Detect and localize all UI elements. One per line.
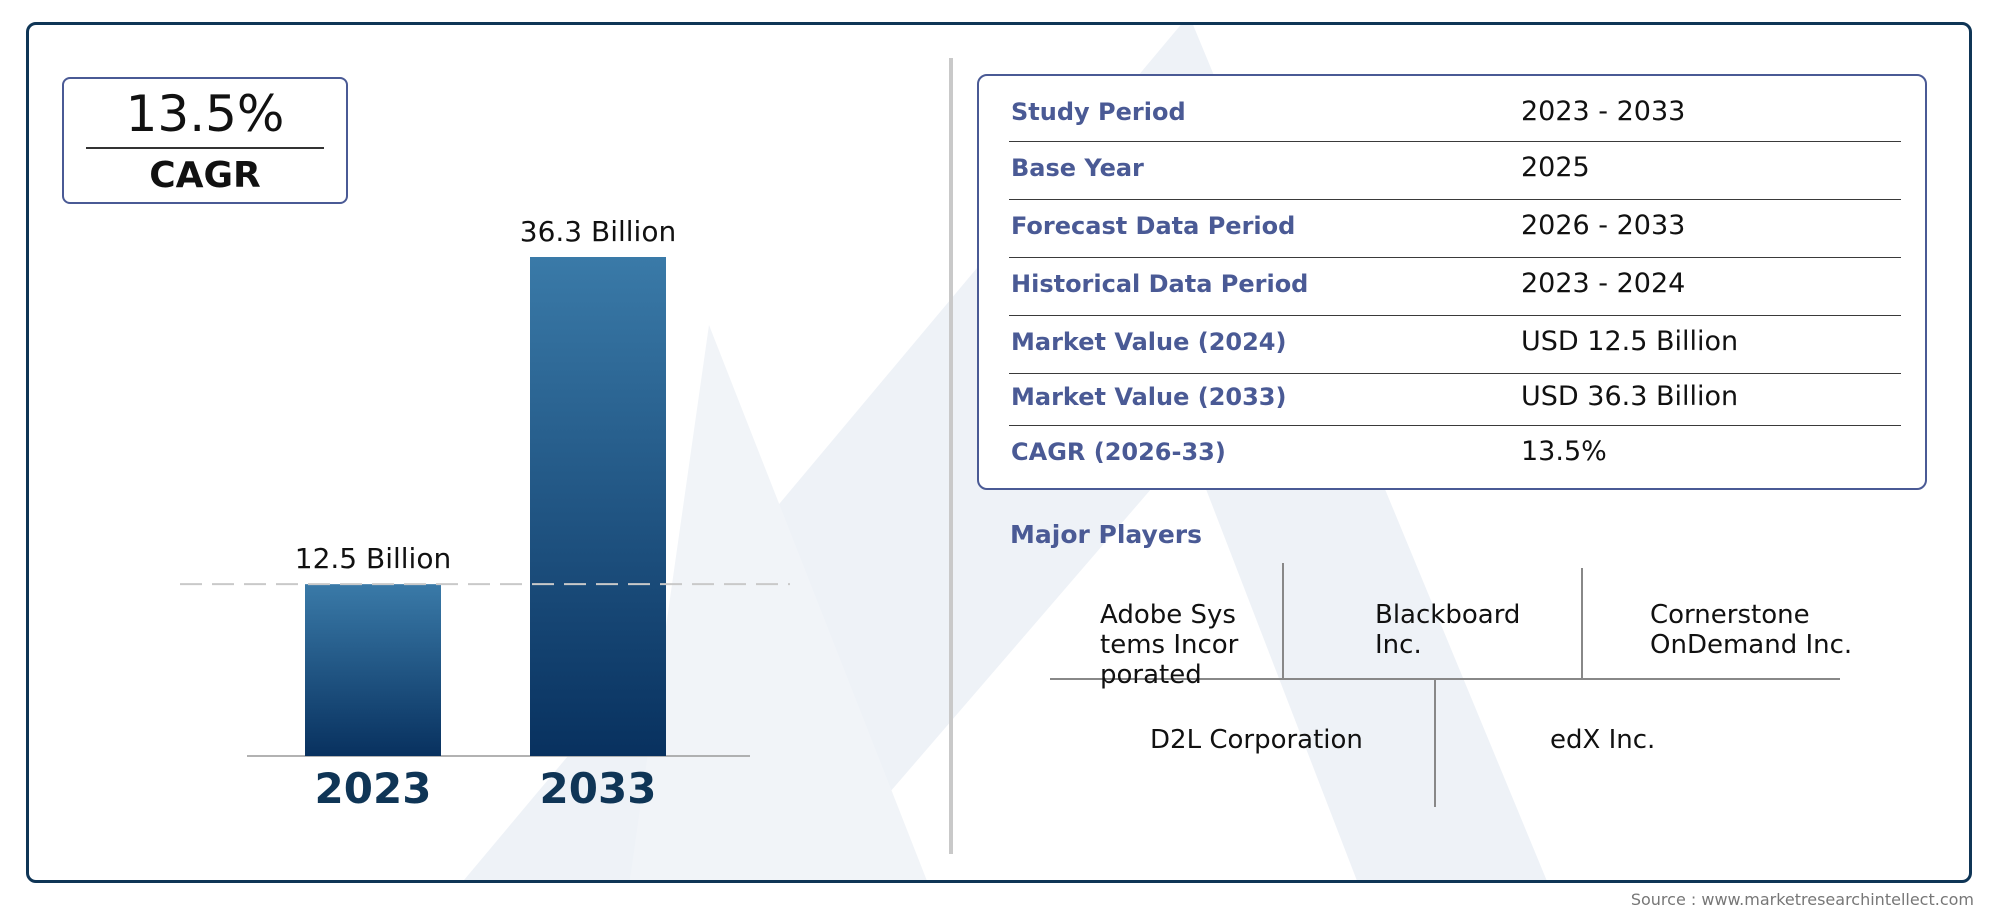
table-row: Market Value (2024) USD 12.5 Billion [1009, 315, 1901, 374]
source-note: Source : www.marketresearchintellect.com [1630, 890, 1974, 909]
category-label: 2033 [540, 764, 657, 813]
table-row-label: Historical Data Period [1011, 270, 1309, 298]
table-row: Base Year 2025 [1009, 141, 1901, 200]
players-divider-1 [1282, 563, 1284, 678]
player-blackboard: Blackboard Inc. [1375, 600, 1521, 660]
major-players-title: Major Players [1010, 520, 1202, 549]
table-row: CAGR (2026-33) 13.5% [1009, 425, 1901, 483]
players-divider-4 [1434, 679, 1436, 807]
cagr-divider [86, 147, 324, 149]
table-row-value: 2026 - 2033 [1521, 210, 1686, 241]
bar-value-label: 12.5 Billion [295, 542, 451, 575]
table-row-value: 13.5% [1521, 436, 1607, 467]
player-adobe: Adobe Systems Incorporated [1100, 600, 1239, 690]
table-row-label: Forecast Data Period [1011, 212, 1296, 240]
table-row-label: CAGR (2026-33) [1011, 438, 1226, 466]
cagr-summary-box: 13.5% CAGR [62, 77, 348, 204]
table-row-label: Market Value (2024) [1011, 328, 1287, 356]
bar-2033 [530, 257, 666, 756]
table-row-value: USD 12.5 Billion [1521, 326, 1739, 357]
table-row-value: 2025 [1521, 152, 1590, 183]
table-row-label: Study Period [1011, 97, 1186, 126]
cagr-value: 13.5% [125, 85, 285, 143]
players-divider-2 [1581, 568, 1583, 678]
table-row: Forecast Data Period 2026 - 2033 [1009, 199, 1901, 258]
study-info-table: Study Period 2023 - 2033 Base Year 2025 Fore… [977, 74, 1927, 490]
category-label: 2023 [315, 764, 432, 813]
table-row: Study Period 2023 - 2033 [1009, 86, 1901, 142]
bar-2023 [305, 584, 441, 756]
player-cornerstone: Cornerstone OnDemand Inc. [1650, 600, 1853, 660]
table-row-label: Base Year [1011, 154, 1144, 182]
player-d2l: D2L Corporation [1150, 725, 1363, 755]
table-row: Market Value (2033) USD 36.3 Billion [1009, 373, 1901, 426]
table-row-value: 2023 - 2024 [1521, 268, 1686, 299]
table-row-label: Market Value (2033) [1011, 383, 1287, 411]
bar-value-label: 36.3 Billion [520, 215, 676, 248]
vertical-divider [949, 58, 953, 854]
player-edx: edX Inc. [1550, 725, 1656, 755]
table-row: Historical Data Period 2023 - 2024 [1009, 257, 1901, 316]
table-row-value: 2023 - 2033 [1521, 95, 1686, 127]
table-row-value: USD 36.3 Billion [1521, 381, 1739, 412]
players-divider-3 [1050, 678, 1840, 680]
cagr-label: CAGR [149, 155, 261, 196]
bar-chart: 12.5 Billion 2023 36.3 Billion 2033 [180, 215, 790, 813]
